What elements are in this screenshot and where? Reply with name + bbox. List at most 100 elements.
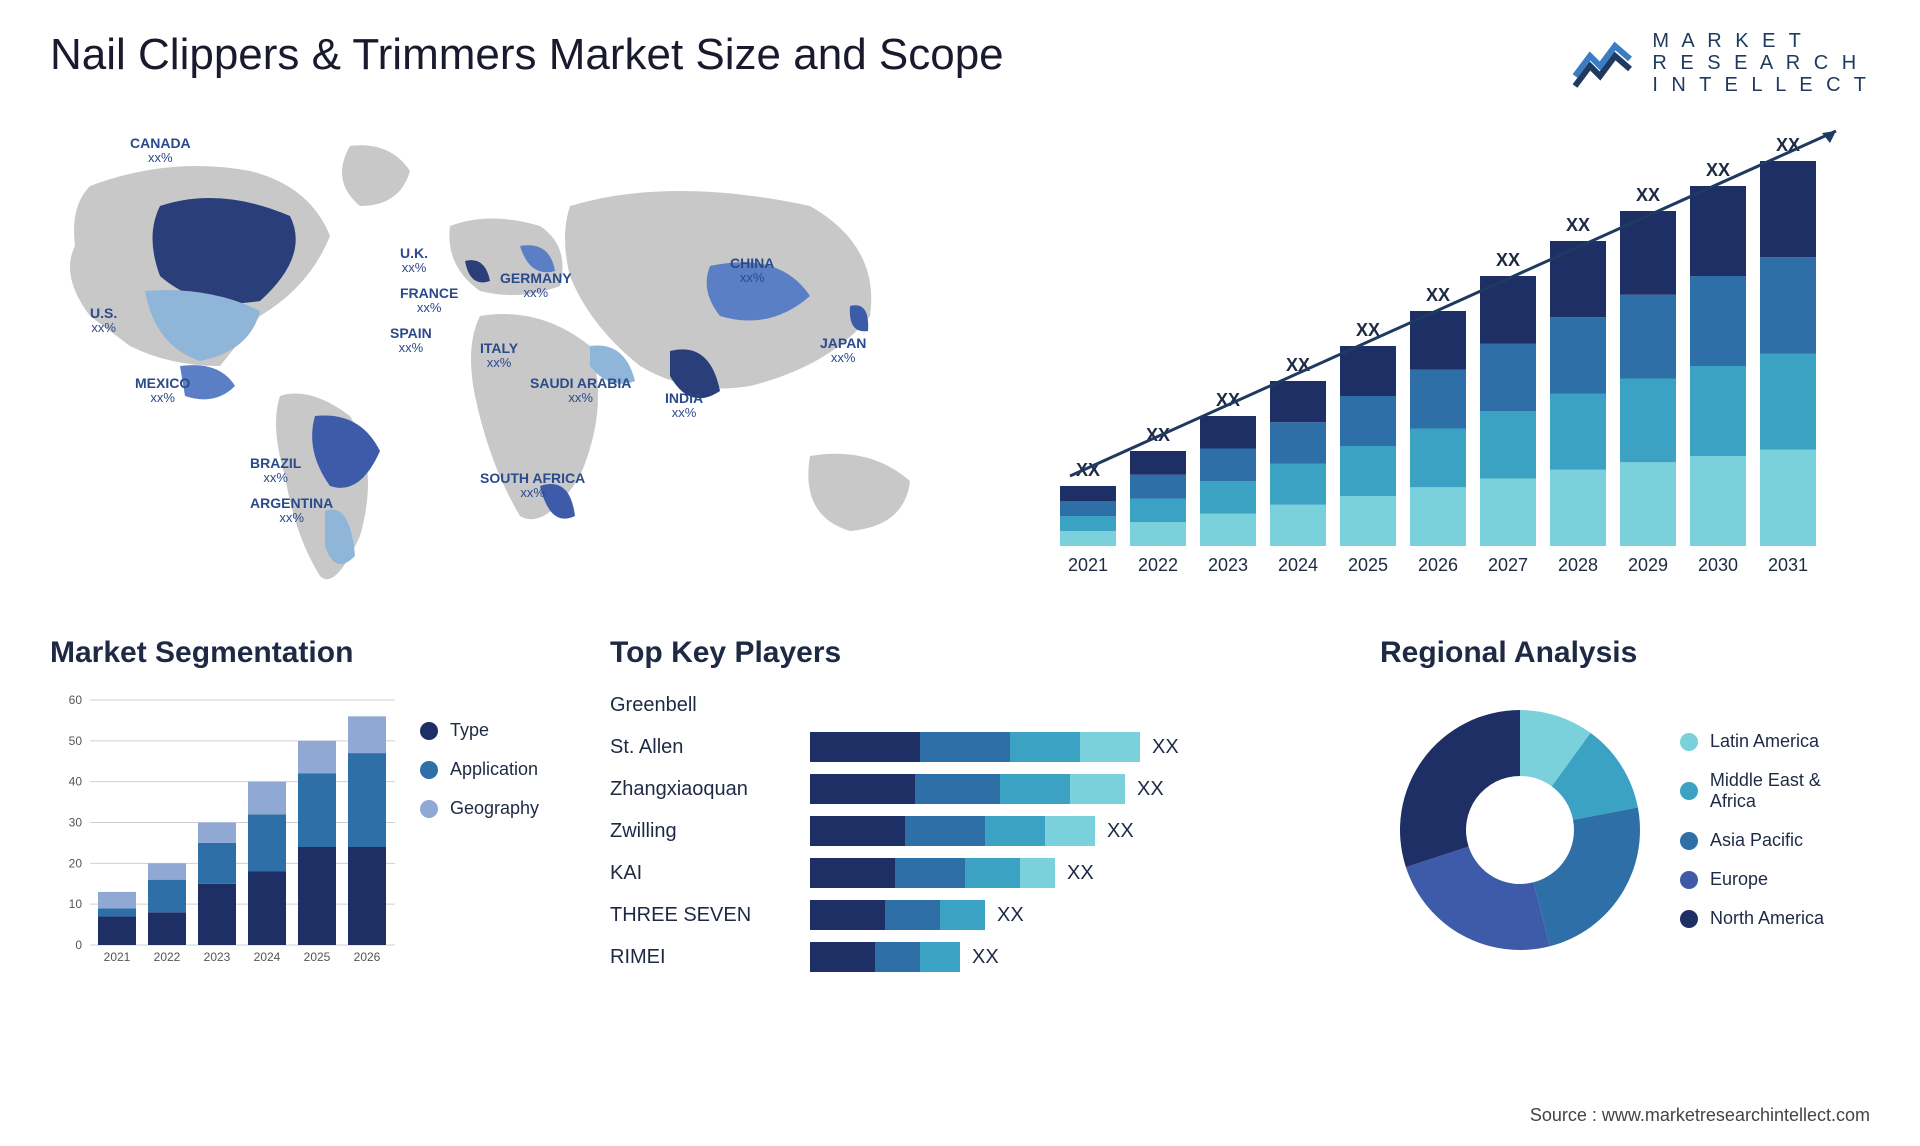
- map-label: U.S.xx%: [90, 306, 117, 336]
- svg-text:XX: XX: [1566, 215, 1590, 235]
- legend-item: Middle East & Africa: [1680, 770, 1870, 812]
- legend-label: Middle East & Africa: [1710, 770, 1870, 812]
- player-bar-row: XX: [810, 732, 1350, 762]
- legend-label: Type: [450, 720, 489, 741]
- brand-logo: M A R K E T R E S E A R C H I N T E L L …: [1570, 30, 1870, 96]
- segmentation-legend: Type Application Geography: [420, 690, 580, 970]
- player-name: St. Allen: [610, 732, 800, 762]
- legend-item: Latin America: [1680, 731, 1870, 752]
- map-label: INDIAxx%: [665, 391, 703, 421]
- map-label: ARGENTINAxx%: [250, 496, 333, 526]
- player-value: XX: [997, 904, 1024, 927]
- players-panel: Top Key Players GreenbellSt. AllenZhangx…: [610, 636, 1350, 972]
- legend-label: North America: [1710, 908, 1824, 929]
- legend-item: Type: [420, 720, 580, 741]
- svg-text:2022: 2022: [154, 950, 181, 964]
- svg-text:2023: 2023: [204, 950, 231, 964]
- svg-text:2021: 2021: [104, 950, 131, 964]
- svg-text:2024: 2024: [1278, 555, 1318, 575]
- map-label: BRAZILxx%: [250, 456, 301, 486]
- map-label: SOUTH AFRICAxx%: [480, 471, 585, 501]
- svg-text:2022: 2022: [1138, 555, 1178, 575]
- legend-label: Latin America: [1710, 731, 1819, 752]
- player-name: THREE SEVEN: [610, 900, 800, 930]
- player-bar-row: XX: [810, 942, 1350, 972]
- map-label: SPAINxx%: [390, 326, 432, 356]
- regional-panel: Regional Analysis Latin America Middle Ea…: [1380, 636, 1870, 972]
- player-name: Zhangxiaoquan: [610, 774, 800, 804]
- logo-line2: R E S E A R C H: [1652, 52, 1870, 74]
- player-bar-row: XX: [810, 816, 1350, 846]
- svg-text:2027: 2027: [1488, 555, 1528, 575]
- growth-chart: XX2021XX2022XX2023XX2024XX2025XX2026XX20…: [1030, 116, 1870, 596]
- svg-text:2031: 2031: [1768, 555, 1808, 575]
- svg-text:60: 60: [69, 693, 83, 707]
- source-attribution: Source : www.marketresearchintellect.com: [1530, 1105, 1870, 1126]
- legend-dot-icon: [1680, 871, 1698, 889]
- map-label: U.K.xx%: [400, 246, 428, 276]
- player-value: XX: [1152, 736, 1179, 759]
- legend-item: Application: [420, 759, 580, 780]
- svg-text:2030: 2030: [1698, 555, 1738, 575]
- svg-text:2021: 2021: [1068, 555, 1108, 575]
- legend-dot-icon: [420, 800, 438, 818]
- svg-text:2023: 2023: [1208, 555, 1248, 575]
- svg-text:20: 20: [69, 856, 83, 870]
- logo-line3: I N T E L L E C T: [1652, 74, 1870, 96]
- legend-dot-icon: [420, 761, 438, 779]
- legend-item: Europe: [1680, 869, 1870, 890]
- player-bar-row: XX: [810, 774, 1350, 804]
- svg-text:40: 40: [69, 775, 83, 789]
- player-value: XX: [972, 946, 999, 969]
- player-bar-row: XX: [810, 858, 1350, 888]
- svg-text:XX: XX: [1426, 285, 1450, 305]
- map-label: ITALYxx%: [480, 341, 518, 371]
- map-label: MEXICOxx%: [135, 376, 190, 406]
- legend-dot-icon: [420, 722, 438, 740]
- player-bar-row: [810, 690, 1350, 720]
- svg-text:2028: 2028: [1558, 555, 1598, 575]
- svg-text:XX: XX: [1636, 185, 1660, 205]
- logo-line1: M A R K E T: [1652, 30, 1870, 52]
- legend-dot-icon: [1680, 910, 1698, 928]
- players-title: Top Key Players: [610, 636, 1350, 670]
- legend-label: Europe: [1710, 869, 1768, 890]
- player-name: KAI: [610, 858, 800, 888]
- legend-item: Asia Pacific: [1680, 830, 1870, 851]
- legend-label: Application: [450, 759, 538, 780]
- svg-text:2026: 2026: [1418, 555, 1458, 575]
- regional-title: Regional Analysis: [1380, 636, 1870, 670]
- svg-text:2025: 2025: [1348, 555, 1388, 575]
- player-value: XX: [1137, 778, 1164, 801]
- svg-text:XX: XX: [1496, 250, 1520, 270]
- legend-item: North America: [1680, 908, 1870, 929]
- world-map-panel: CANADAxx% U.S.xx% MEXICOxx% BRAZILxx% ARGENT…: [50, 116, 970, 596]
- svg-text:2026: 2026: [354, 950, 381, 964]
- player-name: RIMEI: [610, 942, 800, 972]
- svg-text:2029: 2029: [1628, 555, 1668, 575]
- map-label: GERMANYxx%: [500, 271, 572, 301]
- player-value: XX: [1067, 862, 1094, 885]
- page-title: Nail Clippers & Trimmers Market Size and…: [50, 30, 1004, 80]
- svg-text:10: 10: [69, 897, 83, 911]
- svg-text:50: 50: [69, 734, 83, 748]
- player-value: XX: [1107, 820, 1134, 843]
- legend-label: Geography: [450, 798, 539, 819]
- segmentation-title: Market Segmentation: [50, 636, 580, 670]
- map-label: CHINAxx%: [730, 256, 774, 286]
- logo-mark-icon: [1570, 31, 1640, 96]
- segmentation-panel: Market Segmentation 01020304050602021202…: [50, 636, 580, 972]
- legend-item: Geography: [420, 798, 580, 819]
- player-bar-row: XX: [810, 900, 1350, 930]
- svg-text:XX: XX: [1706, 160, 1730, 180]
- legend-dot-icon: [1680, 733, 1698, 751]
- player-name: Zwilling: [610, 816, 800, 846]
- legend-label: Asia Pacific: [1710, 830, 1803, 851]
- map-label: SAUDI ARABIAxx%: [530, 376, 631, 406]
- map-label: CANADAxx%: [130, 136, 191, 166]
- map-label: FRANCExx%: [400, 286, 458, 316]
- map-label: JAPANxx%: [820, 336, 866, 366]
- svg-text:2024: 2024: [254, 950, 281, 964]
- svg-text:2025: 2025: [304, 950, 331, 964]
- svg-text:30: 30: [69, 816, 83, 830]
